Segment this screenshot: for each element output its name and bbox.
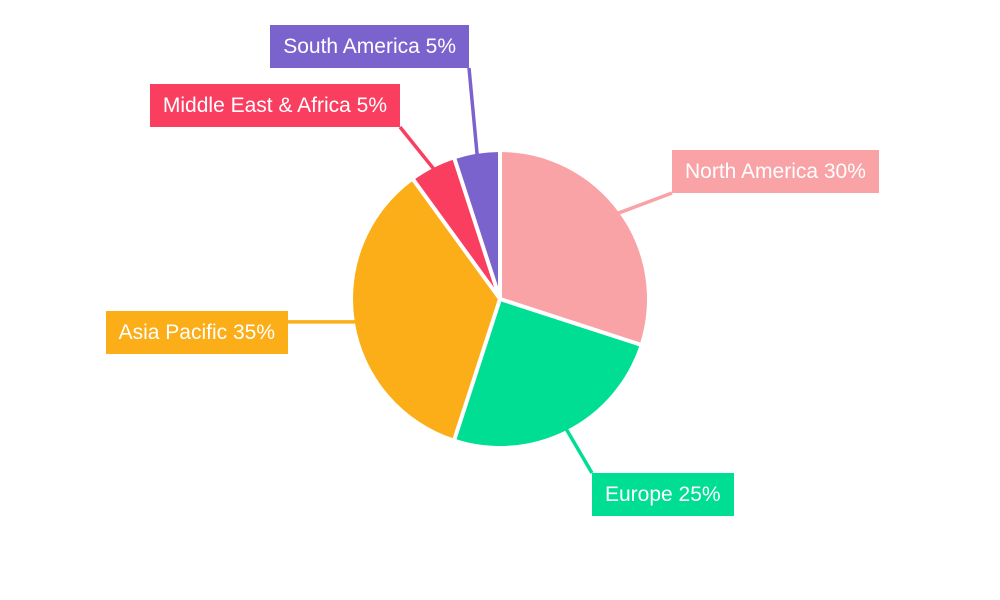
label-north-america: North America 30% [672, 150, 879, 193]
leader-line-europe [564, 428, 594, 474]
pie-slice-middle-east-africa[interactable] [413, 159, 500, 299]
leader-line-middle-east-africa [398, 125, 436, 171]
label-south-america: South America 5% [270, 25, 469, 68]
leader-line-north-america [617, 191, 673, 215]
pie-slice-asia-pacific[interactable] [352, 180, 500, 439]
pie-slice-north-america[interactable] [500, 152, 648, 345]
label-middle-east-africa: Middle East & Africa 5% [149, 84, 400, 127]
slice-separator [411, 178, 502, 301]
leader-line-south-america [467, 67, 479, 155]
pie-slice-europe[interactable] [454, 299, 640, 447]
slice-separator [499, 297, 642, 347]
label-asia-pacific: Asia Pacific 35% [105, 311, 288, 354]
slice-separator [452, 298, 502, 441]
label-europe: Europe 25% [592, 473, 734, 516]
slice-separator [452, 157, 502, 300]
